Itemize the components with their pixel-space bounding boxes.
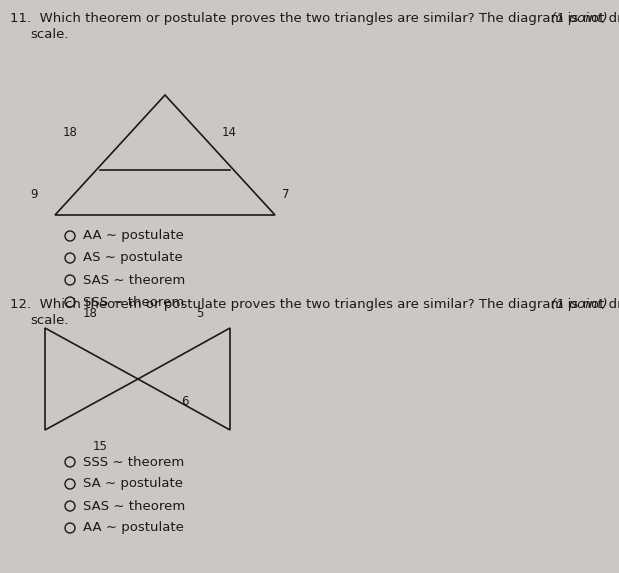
Text: AA ∼ postulate: AA ∼ postulate <box>83 521 184 535</box>
Text: 7: 7 <box>282 189 290 202</box>
Text: AA ∼ postulate: AA ∼ postulate <box>83 230 184 242</box>
Text: (1 point): (1 point) <box>552 298 608 311</box>
Text: (1 point): (1 point) <box>552 12 608 25</box>
Text: 11.  Which theorem or postulate proves the two triangles are similar? The diagra: 11. Which theorem or postulate proves th… <box>10 12 619 25</box>
Text: 18: 18 <box>82 307 97 320</box>
Text: 9: 9 <box>30 189 38 202</box>
Text: SAS ∼ theorem: SAS ∼ theorem <box>83 500 185 512</box>
Text: 5: 5 <box>196 307 204 320</box>
Text: scale.: scale. <box>30 314 69 327</box>
Text: SA ∼ postulate: SA ∼ postulate <box>83 477 183 490</box>
Text: 18: 18 <box>63 125 78 139</box>
Text: SSS ∼ theorem: SSS ∼ theorem <box>83 456 184 469</box>
Text: SSS ∼ theorem: SSS ∼ theorem <box>83 296 184 308</box>
Text: 14: 14 <box>222 125 237 139</box>
Text: SAS ∼ theorem: SAS ∼ theorem <box>83 273 185 286</box>
Text: 6: 6 <box>181 395 189 408</box>
Text: scale.: scale. <box>30 28 69 41</box>
Text: 12.  Which theorem or postulate proves the two triangles are similar? The diagra: 12. Which theorem or postulate proves th… <box>10 298 619 311</box>
Text: 15: 15 <box>93 440 108 453</box>
Text: AS ∼ postulate: AS ∼ postulate <box>83 252 183 265</box>
